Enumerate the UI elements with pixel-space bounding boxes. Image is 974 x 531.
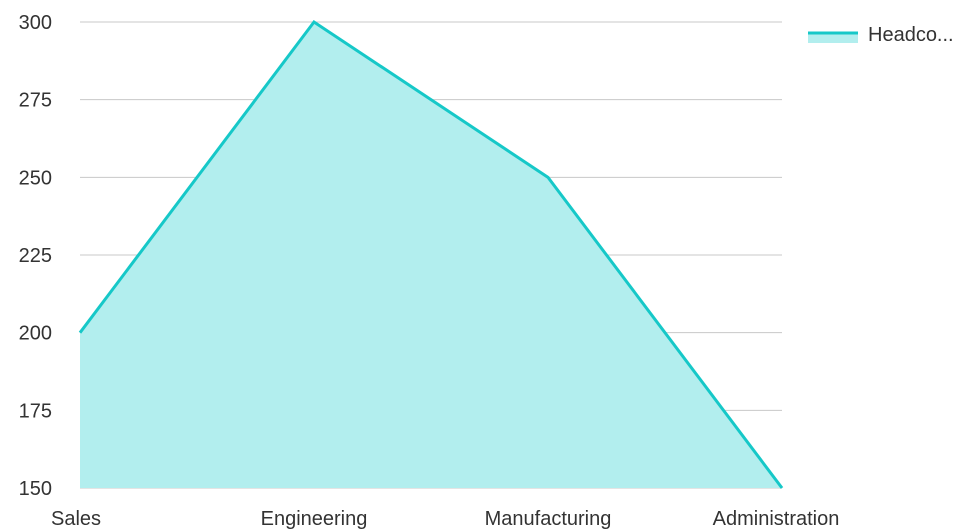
legend-swatch-fill xyxy=(808,33,858,43)
x-tick-label: Engineering xyxy=(261,508,368,530)
y-tick-label: 250 xyxy=(19,167,52,189)
x-axis-ticks: Sales Engineering Manufacturing Administrat… xyxy=(51,508,839,530)
y-tick-label: 300 xyxy=(19,12,52,34)
y-tick-label: 150 xyxy=(19,478,52,500)
y-tick-label: 275 xyxy=(19,90,52,112)
y-tick-label: 200 xyxy=(19,323,52,345)
series-area-fill xyxy=(80,22,782,488)
series-line xyxy=(78,19,784,489)
y-tick-label: 225 xyxy=(19,245,52,267)
y-axis-ticks: 150 175 200 225 250 275 300 xyxy=(19,12,52,500)
x-tick-label: Manufacturing xyxy=(485,508,612,530)
legend-label: Headco... xyxy=(868,24,954,46)
legend: Headco... xyxy=(808,24,954,46)
y-tick-label: 175 xyxy=(19,400,52,422)
x-tick-label: Administration xyxy=(713,508,840,530)
series-area xyxy=(78,19,784,489)
x-tick-label: Sales xyxy=(51,508,101,530)
